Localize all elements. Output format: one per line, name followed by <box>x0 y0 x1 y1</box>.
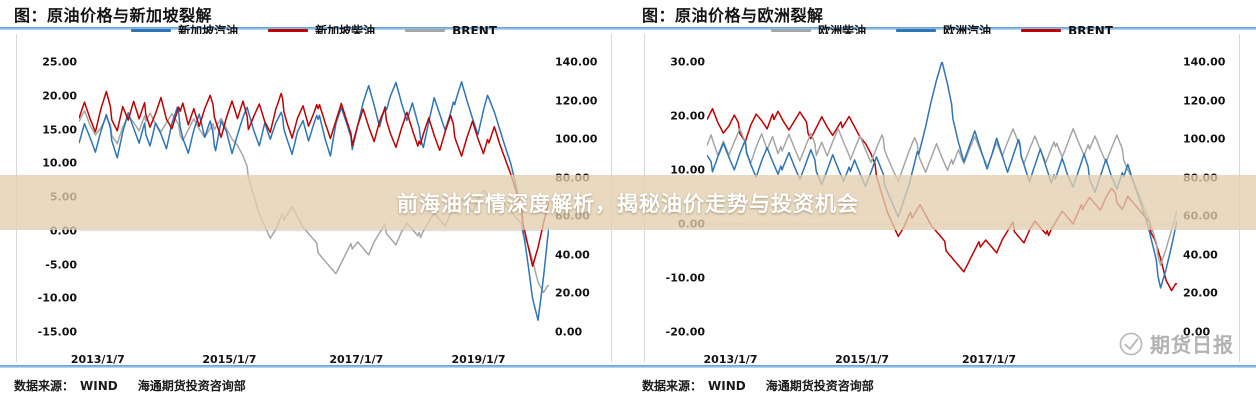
x-axis-right: 2013/1/7 2015/1/7 2017/1/7 <box>645 348 1239 366</box>
title-divider-left <box>0 27 628 30</box>
y-tick-label: 25.00 <box>42 55 77 69</box>
y2-tick-label: 120.00 <box>1183 94 1226 108</box>
y2-tick-label: 100.00 <box>555 132 598 146</box>
footer-divider-left <box>0 365 628 368</box>
series-line <box>79 81 549 321</box>
y2-tick-label: 60.00 <box>555 209 590 223</box>
source-note-left: 数据来源： WIND 海通期货投资咨询部 <box>14 377 246 394</box>
y2-tick-label: 140.00 <box>1183 55 1226 69</box>
source-label: 数据来源： <box>14 379 75 393</box>
y-tick-label: -15.00 <box>37 325 77 339</box>
y-axis-right-secondary: 140.00 120.00 100.00 80.00 60.00 40.00 20.00 0.… <box>1183 34 1235 362</box>
x-tick-label: 2013/1/7 <box>70 353 125 366</box>
x-tick-label: 2019/1/7 <box>451 353 506 366</box>
y-tick-label: 20.00 <box>42 89 77 103</box>
series-line <box>707 107 1177 292</box>
y2-tick-label: 60.00 <box>1183 209 1218 223</box>
legend-swatch-icon <box>268 29 309 32</box>
series-line <box>707 62 1177 289</box>
source-dept: 海通期货投资咨询部 <box>765 379 874 393</box>
source-note-right: 数据来源： WIND 海通期货投资咨询部 <box>642 377 874 394</box>
y-tick-label: 20.00 <box>670 109 705 123</box>
line-chart-left <box>79 81 549 321</box>
y2-tick-label: 80.00 <box>555 171 590 185</box>
legend-swatch-icon <box>131 29 172 32</box>
legend-swatch-icon <box>405 29 446 32</box>
y-tick-label: 30.00 <box>670 55 705 69</box>
x-tick-label: 2015/1/7 <box>835 353 890 366</box>
x-tick-label: 2017/1/7 <box>962 353 1016 366</box>
y-tick-label: -5.00 <box>45 258 77 271</box>
y-tick-label: 15.00 <box>42 123 77 136</box>
source-dept: 海通期货投资咨询部 <box>137 379 246 393</box>
series-line <box>707 127 1177 266</box>
y2-tick-label: 100.00 <box>1183 132 1226 146</box>
y2-tick-label: 40.00 <box>1183 248 1218 262</box>
legend-swatch-icon <box>896 29 937 32</box>
title-divider-right <box>628 27 1256 30</box>
footer-divider-right <box>628 365 1256 368</box>
y2-tick-label: 20.00 <box>1183 286 1218 300</box>
y2-tick-label: 20.00 <box>555 286 590 300</box>
y-tick-label: 5.00 <box>49 190 77 204</box>
x-tick-label: 2017/1/7 <box>329 353 384 366</box>
y2-tick-label: 120.00 <box>555 94 598 108</box>
x-axis-left: 2013/1/7 2015/1/7 2017/1/7 2019/1/7 <box>17 348 611 366</box>
y-tick-label: 0.00 <box>677 217 705 231</box>
y-tick-label: 10.00 <box>670 163 705 177</box>
plot-area-left: 25.00 20.00 15.00 10.00 5.00 0.00 -5.00 -10.00 -… <box>16 34 612 366</box>
line-chart-right <box>707 62 1177 292</box>
y-tick-label: -10.00 <box>665 271 705 285</box>
legend-swatch-icon <box>771 29 812 32</box>
y2-tick-label: 80.00 <box>1183 171 1218 185</box>
y2-tick-label: 40.00 <box>555 248 590 262</box>
chart-panel-left: 图：原油价格与新加坡裂解 新加坡汽油 新加坡柴油 BRENT 25.00 20.0… <box>0 6 628 394</box>
y2-tick-label: 0.00 <box>1183 325 1211 339</box>
source-label: 数据来源： <box>642 379 703 393</box>
panel-title-right: 图：原油价格与欧洲裂解 <box>642 6 824 25</box>
panel-title-left: 图：原油价格与新加坡裂解 <box>14 6 213 25</box>
y-tick-label: 10.00 <box>42 156 77 170</box>
source-value: WIND <box>80 379 118 393</box>
plot-area-right: 30.00 20.00 10.00 0.00 -10.00 -20.00 140.00 12… <box>644 34 1240 366</box>
y-tick-label: 0.00 <box>49 224 77 238</box>
series-line <box>79 90 549 267</box>
y-axis-left-primary: 25.00 20.00 15.00 10.00 5.00 0.00 -5.00 -10.00 -… <box>25 34 77 362</box>
y-axis-left-secondary: 140.00 120.00 100.00 80.00 60.00 40.00 20.00 0.… <box>555 34 607 362</box>
y-tick-label: -10.00 <box>37 291 77 305</box>
source-value: WIND <box>708 379 746 393</box>
legend-swatch-icon <box>1021 29 1062 32</box>
y2-tick-label: 140.00 <box>555 55 598 69</box>
y-axis-right-primary: 30.00 20.00 10.00 0.00 -10.00 -20.00 <box>653 34 705 362</box>
chart-panel-right: 图：原油价格与欧洲裂解 欧洲柴油 欧洲汽油 BRENT 30.00 20.00 10… <box>628 0 1256 400</box>
y2-tick-label: 0.00 <box>555 325 583 339</box>
x-tick-label: 2013/1/7 <box>703 353 758 366</box>
x-tick-label: 2015/1/7 <box>202 353 257 366</box>
y-tick-label: -20.00 <box>665 325 705 339</box>
